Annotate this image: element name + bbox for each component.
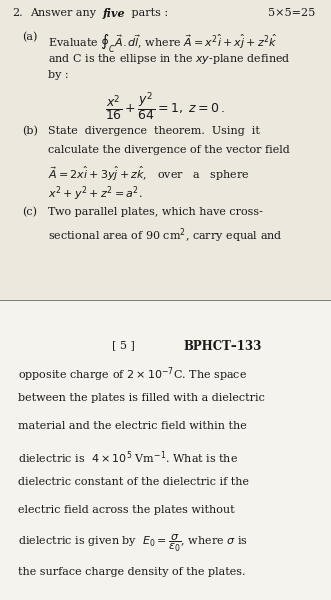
Text: (a): (a): [22, 32, 37, 43]
Text: opposite charge of $2\times10^{-7}$C. The space: opposite charge of $2\times10^{-7}$C. Th…: [18, 365, 247, 383]
Text: calculate the divergence of the vector field: calculate the divergence of the vector f…: [48, 145, 290, 155]
Text: (c): (c): [22, 207, 37, 217]
Text: $\dfrac{x^2}{16}+\dfrac{y^2}{64}=1,\; z=0\,.$: $\dfrac{x^2}{16}+\dfrac{y^2}{64}=1,\; z=…: [105, 90, 225, 122]
Text: 5×5=25: 5×5=25: [268, 8, 315, 18]
Text: sectional area of 90 cm$^2$, carry equal and: sectional area of 90 cm$^2$, carry equal…: [48, 226, 283, 245]
Text: $x^2+y^2+z^2=a^2$.: $x^2+y^2+z^2=a^2$.: [48, 184, 143, 203]
Text: Evaluate $\oint_C \vec{A}.d\vec{l}$, where $\vec{A} = x^2\hat{i}+x\hat{j}+z^2\ha: Evaluate $\oint_C \vec{A}.d\vec{l}$, whe…: [48, 32, 278, 55]
Text: by :: by :: [48, 70, 69, 80]
Text: five: five: [103, 8, 126, 19]
Bar: [0, 300, 331, 600]
Text: $\vec{A} = 2x\hat{i}+3y\hat{j}+z\hat{k}$,   over   a   sphere: $\vec{A} = 2x\hat{i}+3y\hat{j}+z\hat{k}$…: [48, 165, 250, 184]
Text: State  divergence  theorem.  Using  it: State divergence theorem. Using it: [48, 126, 260, 136]
Text: Answer any: Answer any: [30, 8, 100, 18]
Text: 2.: 2.: [12, 8, 23, 18]
Text: dielectric is given by  $E_0 = \dfrac{\sigma}{\varepsilon_0}$, where $\sigma$ is: dielectric is given by $E_0 = \dfrac{\si…: [18, 533, 248, 554]
Text: between the plates is filled with a dielectric: between the plates is filled with a diel…: [18, 393, 265, 403]
Text: the surface charge density of the plates.: the surface charge density of the plates…: [18, 567, 246, 577]
Text: Two parallel plates, which have cross-: Two parallel plates, which have cross-: [48, 207, 263, 217]
Text: dielectric is  $4\times10^5$ Vm$^{-1}$. What is the: dielectric is $4\times10^5$ Vm$^{-1}$. W…: [18, 449, 238, 466]
Text: parts :: parts :: [128, 8, 168, 18]
Bar: [0, 0, 331, 300]
Text: (b): (b): [22, 126, 38, 136]
Text: and C is the ellipse in the $xy$-plane defined: and C is the ellipse in the $xy$-plane d…: [48, 52, 291, 66]
Text: [ 5 ]: [ 5 ]: [112, 340, 135, 350]
Text: material and the electric field within the: material and the electric field within t…: [18, 421, 247, 431]
Text: dielectric constant of the dielectric if the: dielectric constant of the dielectric if…: [18, 477, 249, 487]
Text: BPHCT–133: BPHCT–133: [184, 340, 262, 353]
Text: electric field across the plates without: electric field across the plates without: [18, 505, 235, 515]
